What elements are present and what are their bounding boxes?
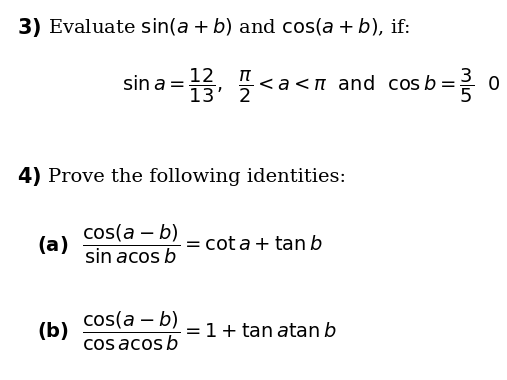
Text: Prove the following identities:: Prove the following identities: [48, 168, 346, 186]
Text: $\mathbf{(a)}$: $\mathbf{(a)}$ [38, 234, 69, 256]
Text: $\dfrac{\cos(a-b)}{\sin a \cos b} = \cot a + \tan b$: $\dfrac{\cos(a-b)}{\sin a \cos b} = \cot… [82, 223, 322, 266]
Text: Evaluate $\sin(a+b)$ and $\cos(a+b)$, if:: Evaluate $\sin(a+b)$ and $\cos(a+b)$, if… [48, 17, 410, 38]
Text: $\sin a = \dfrac{12}{13},\ \ \dfrac{\pi}{2} < a < \pi\ \ \mathrm{and}\ \ \cos b : $\sin a = \dfrac{12}{13},\ \ \dfrac{\pi}… [122, 67, 500, 105]
Text: $\mathbf{(b)}$: $\mathbf{(b)}$ [38, 320, 69, 342]
Text: $\mathbf{4)}$: $\mathbf{4)}$ [17, 165, 42, 188]
Text: $\mathbf{3)}$: $\mathbf{3)}$ [17, 16, 42, 39]
Text: $\dfrac{\cos(a-b)}{\cos a \cos b} = 1 + \tan a \tan b$: $\dfrac{\cos(a-b)}{\cos a \cos b} = 1 + … [82, 310, 336, 353]
